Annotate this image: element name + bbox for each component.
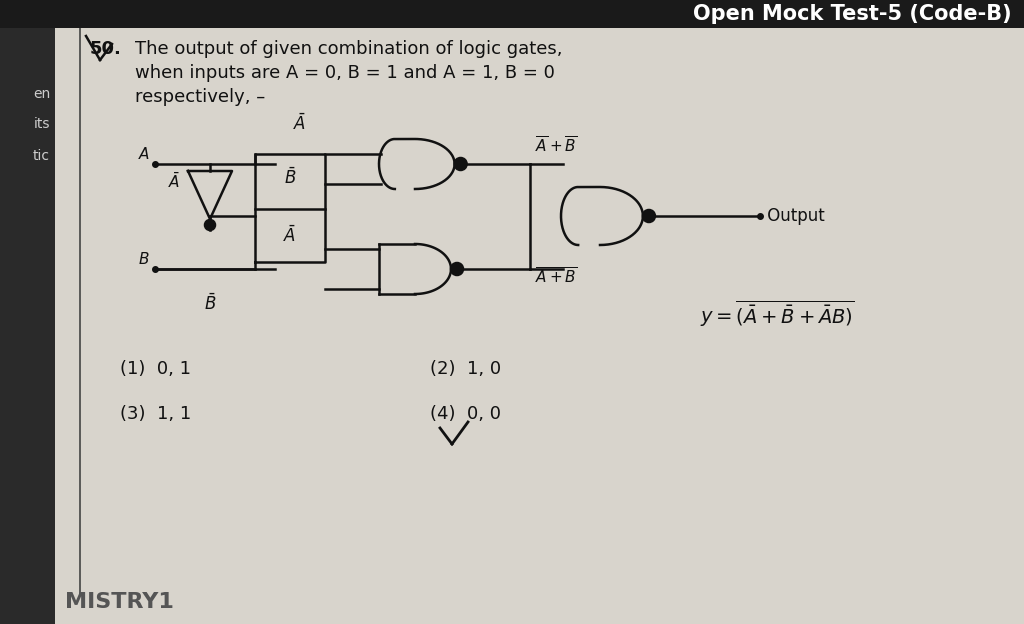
Text: The output of given combination of logic gates,: The output of given combination of logic… [135, 40, 562, 58]
Text: Output: Output [762, 207, 824, 225]
Text: (1)  0, 1: (1) 0, 1 [120, 360, 191, 378]
Text: tic: tic [33, 149, 50, 163]
Text: its: its [34, 117, 50, 131]
Text: $y = \overline{(\bar{A}+\bar{B}+\bar{A}B)}$: $y = \overline{(\bar{A}+\bar{B}+\bar{A}B… [700, 299, 854, 329]
Text: $\bar{B}$: $\bar{B}$ [204, 294, 216, 314]
Text: respectively, –: respectively, – [135, 88, 265, 106]
Text: 50.: 50. [90, 40, 122, 58]
Text: $\bar{A}$: $\bar{A}$ [284, 226, 297, 246]
Text: $\bar{A}$: $\bar{A}$ [294, 114, 306, 134]
Text: (4)  0, 0: (4) 0, 0 [430, 405, 501, 423]
Text: (3)  1, 1: (3) 1, 1 [120, 405, 191, 423]
Text: $A$: $A$ [138, 146, 150, 162]
Text: MISTRY1: MISTRY1 [65, 592, 174, 612]
Text: $\bar{A}$: $\bar{A}$ [168, 172, 180, 190]
Text: Open Mock Test-5 (Code-B): Open Mock Test-5 (Code-B) [693, 4, 1012, 24]
Text: en: en [33, 87, 50, 101]
FancyBboxPatch shape [0, 0, 1024, 28]
Text: $\overline{A+B}$: $\overline{A+B}$ [535, 267, 578, 287]
Text: (2)  1, 0: (2) 1, 0 [430, 360, 501, 378]
Circle shape [643, 210, 655, 222]
Circle shape [455, 158, 467, 170]
Circle shape [205, 220, 215, 230]
FancyBboxPatch shape [55, 26, 1024, 624]
Text: $\bar{B}$: $\bar{B}$ [284, 168, 296, 188]
Circle shape [451, 263, 463, 275]
Text: $\overline{A}+\overline{B}$: $\overline{A}+\overline{B}$ [535, 136, 578, 156]
FancyBboxPatch shape [0, 0, 55, 624]
Text: $B$: $B$ [138, 251, 150, 267]
Text: when inputs are A = 0, B = 1 and A = 1, B = 0: when inputs are A = 0, B = 1 and A = 1, … [135, 64, 555, 82]
